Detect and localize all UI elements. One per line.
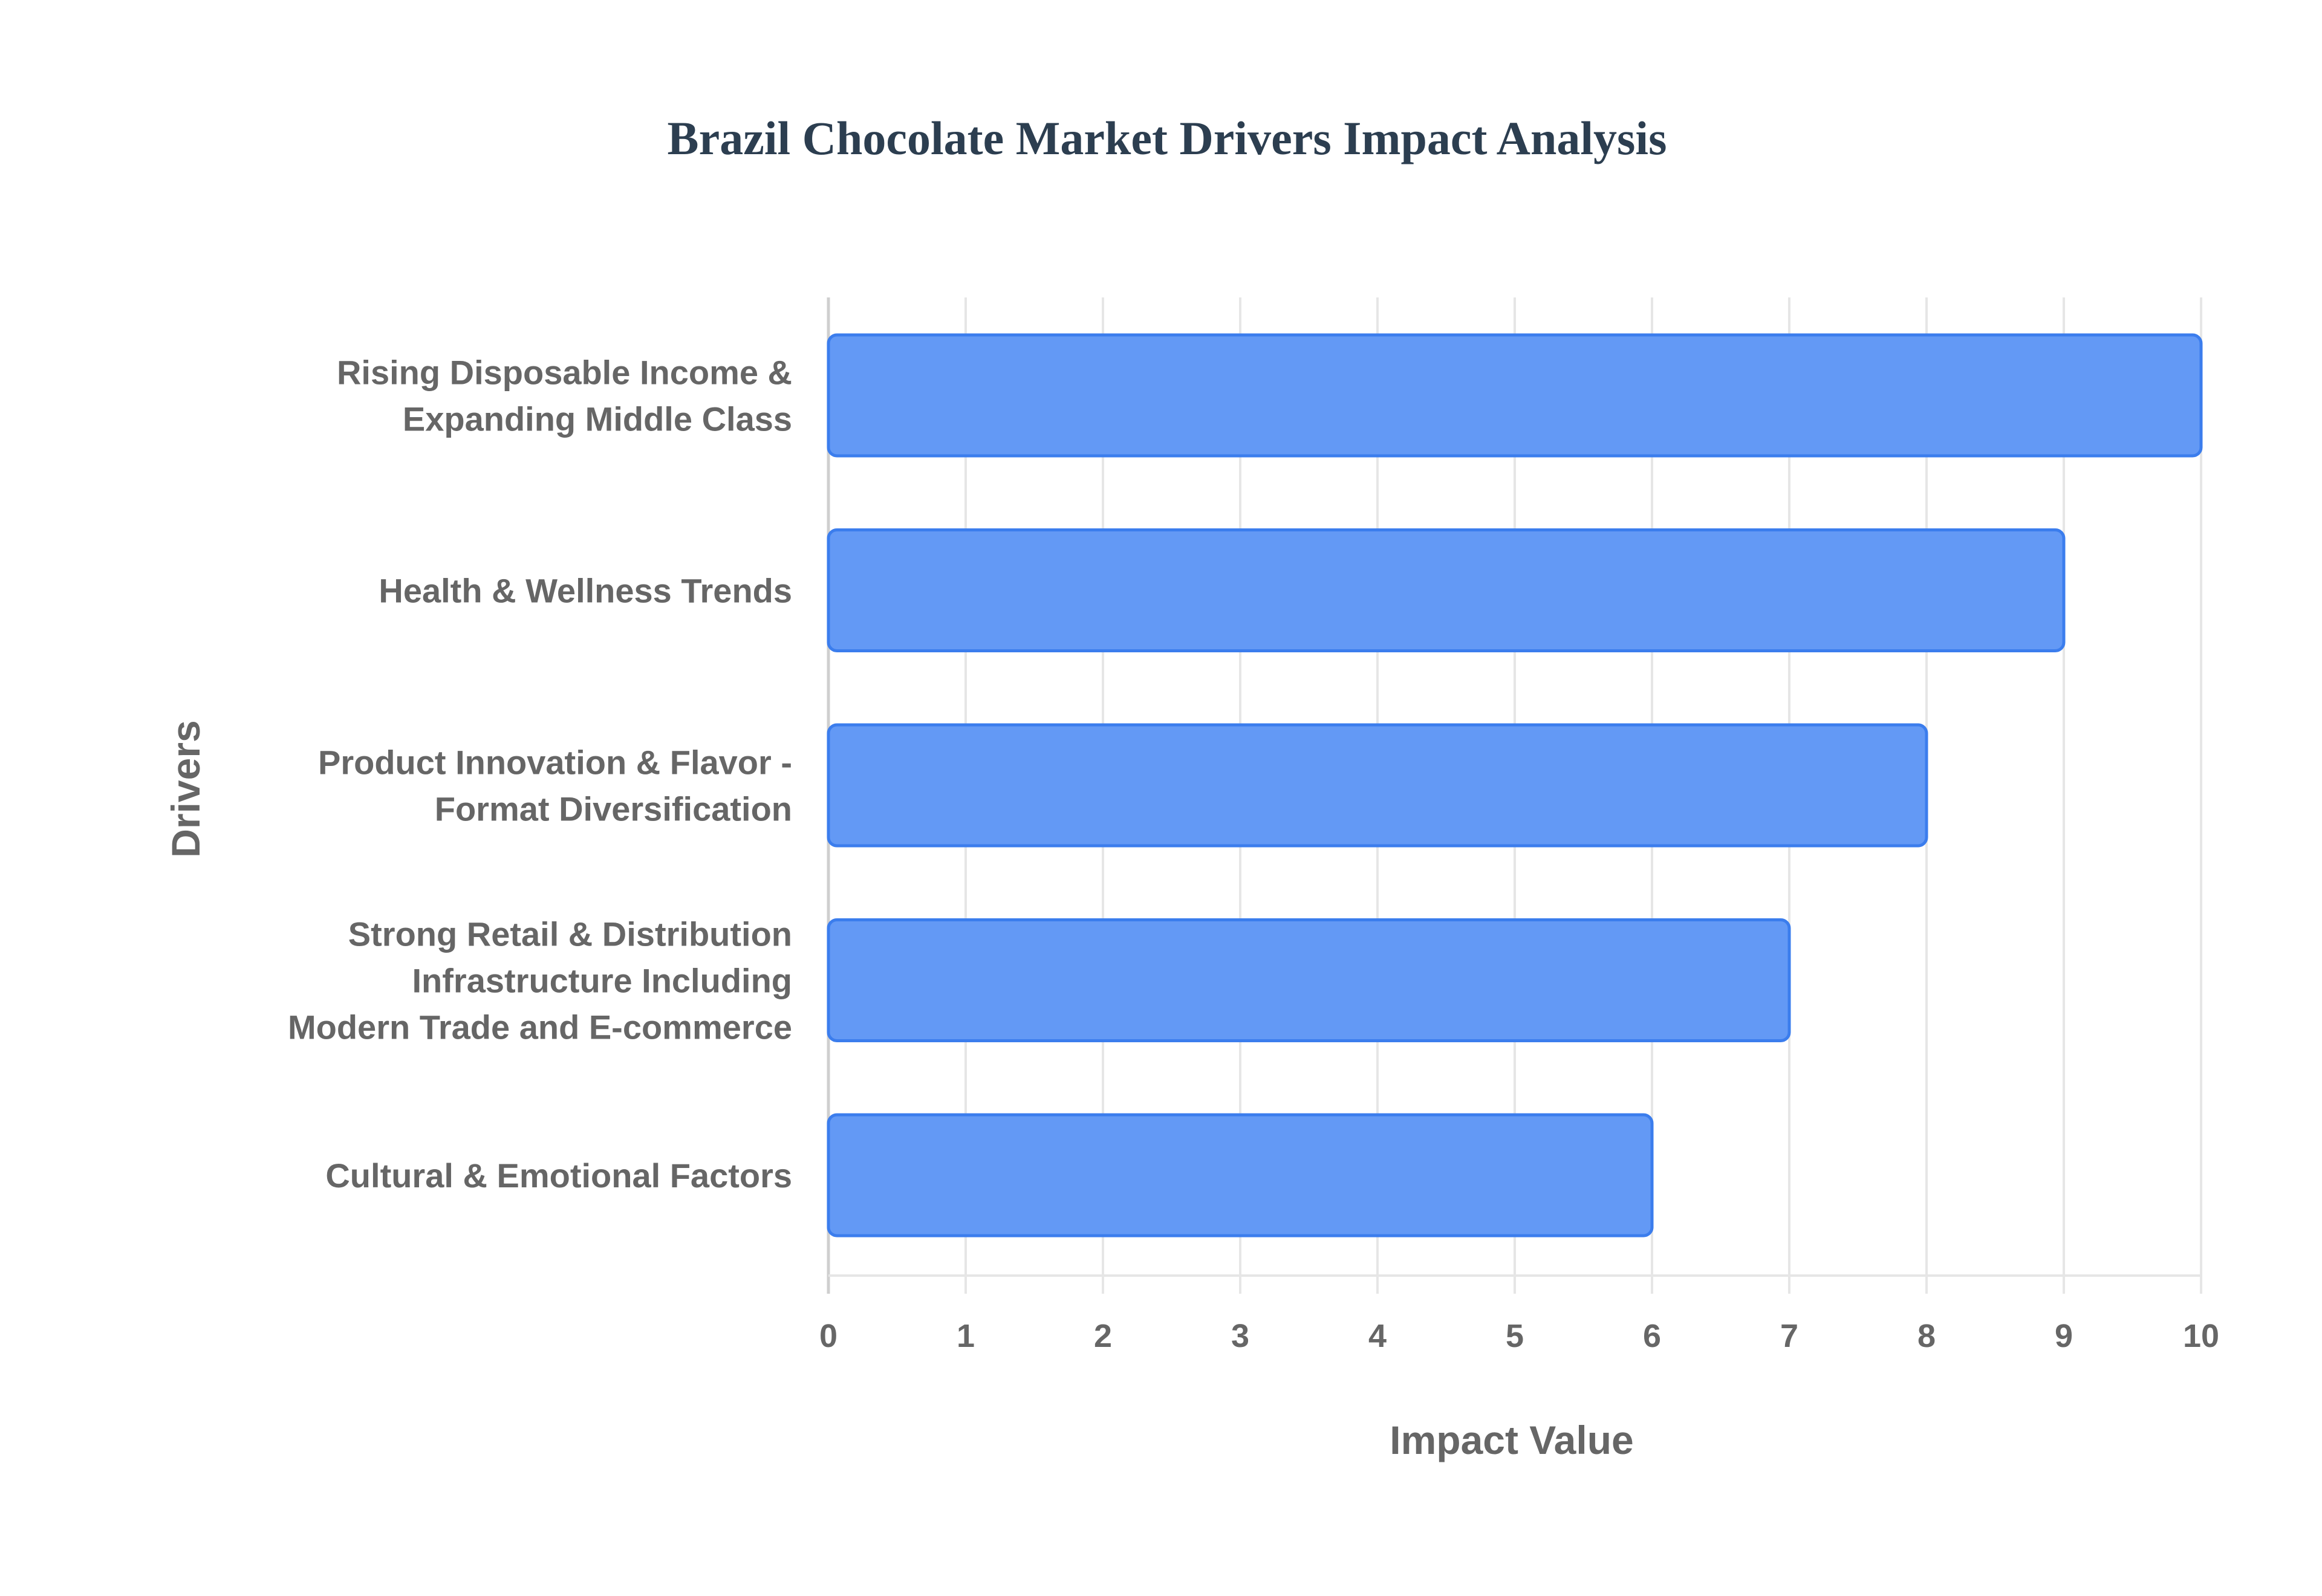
category-label: Expanding Middle Class: [403, 400, 792, 438]
x-tick-label: 9: [2055, 1318, 2073, 1354]
bar[interactable]: [827, 918, 1791, 1042]
x-tick-label: 5: [1506, 1318, 1524, 1354]
x-tick-label: 2: [1094, 1318, 1112, 1354]
x-tick-label: 10: [2183, 1318, 2219, 1354]
chart-title: Brazil Chocolate Market Drivers Impact A…: [668, 112, 1667, 164]
category-label: Health & Wellness Trends: [379, 572, 792, 610]
category-label: Format Diversification: [435, 790, 792, 828]
bar[interactable]: [827, 1113, 1654, 1238]
bar[interactable]: [827, 333, 2203, 458]
category-label: Rising Disposable Income &: [337, 354, 792, 392]
category-label: Product Innovation & Flavor -: [318, 744, 792, 782]
x-tick-label: 6: [1643, 1318, 1661, 1354]
x-tick-label: 1: [957, 1318, 975, 1354]
bars: [827, 333, 2203, 1238]
bar[interactable]: [827, 723, 1928, 848]
category-label: Strong Retail & Distribution: [348, 915, 792, 953]
y-axis-title: Drivers: [163, 720, 208, 858]
x-tick-label: 7: [1780, 1318, 1798, 1354]
category-label: Infrastructure Including: [412, 962, 793, 1000]
x-tick-label: 8: [1917, 1318, 1936, 1354]
x-tick-label: 0: [819, 1318, 837, 1354]
bar[interactable]: [827, 528, 2066, 652]
x-tick-label: 3: [1231, 1318, 1249, 1354]
x-axis-title: Impact Value: [1390, 1418, 1634, 1462]
category-label: Cultural & Emotional Factors: [325, 1156, 792, 1195]
category-label: Modern Trade and E-commerce: [288, 1008, 792, 1046]
category-labels: Rising Disposable Income & Expanding Midd…: [288, 354, 792, 1195]
x-tick-label: 4: [1368, 1318, 1387, 1354]
x-tick-labels: 0 1 2 3 4 5 6 7 8 9 10: [819, 1318, 2219, 1354]
